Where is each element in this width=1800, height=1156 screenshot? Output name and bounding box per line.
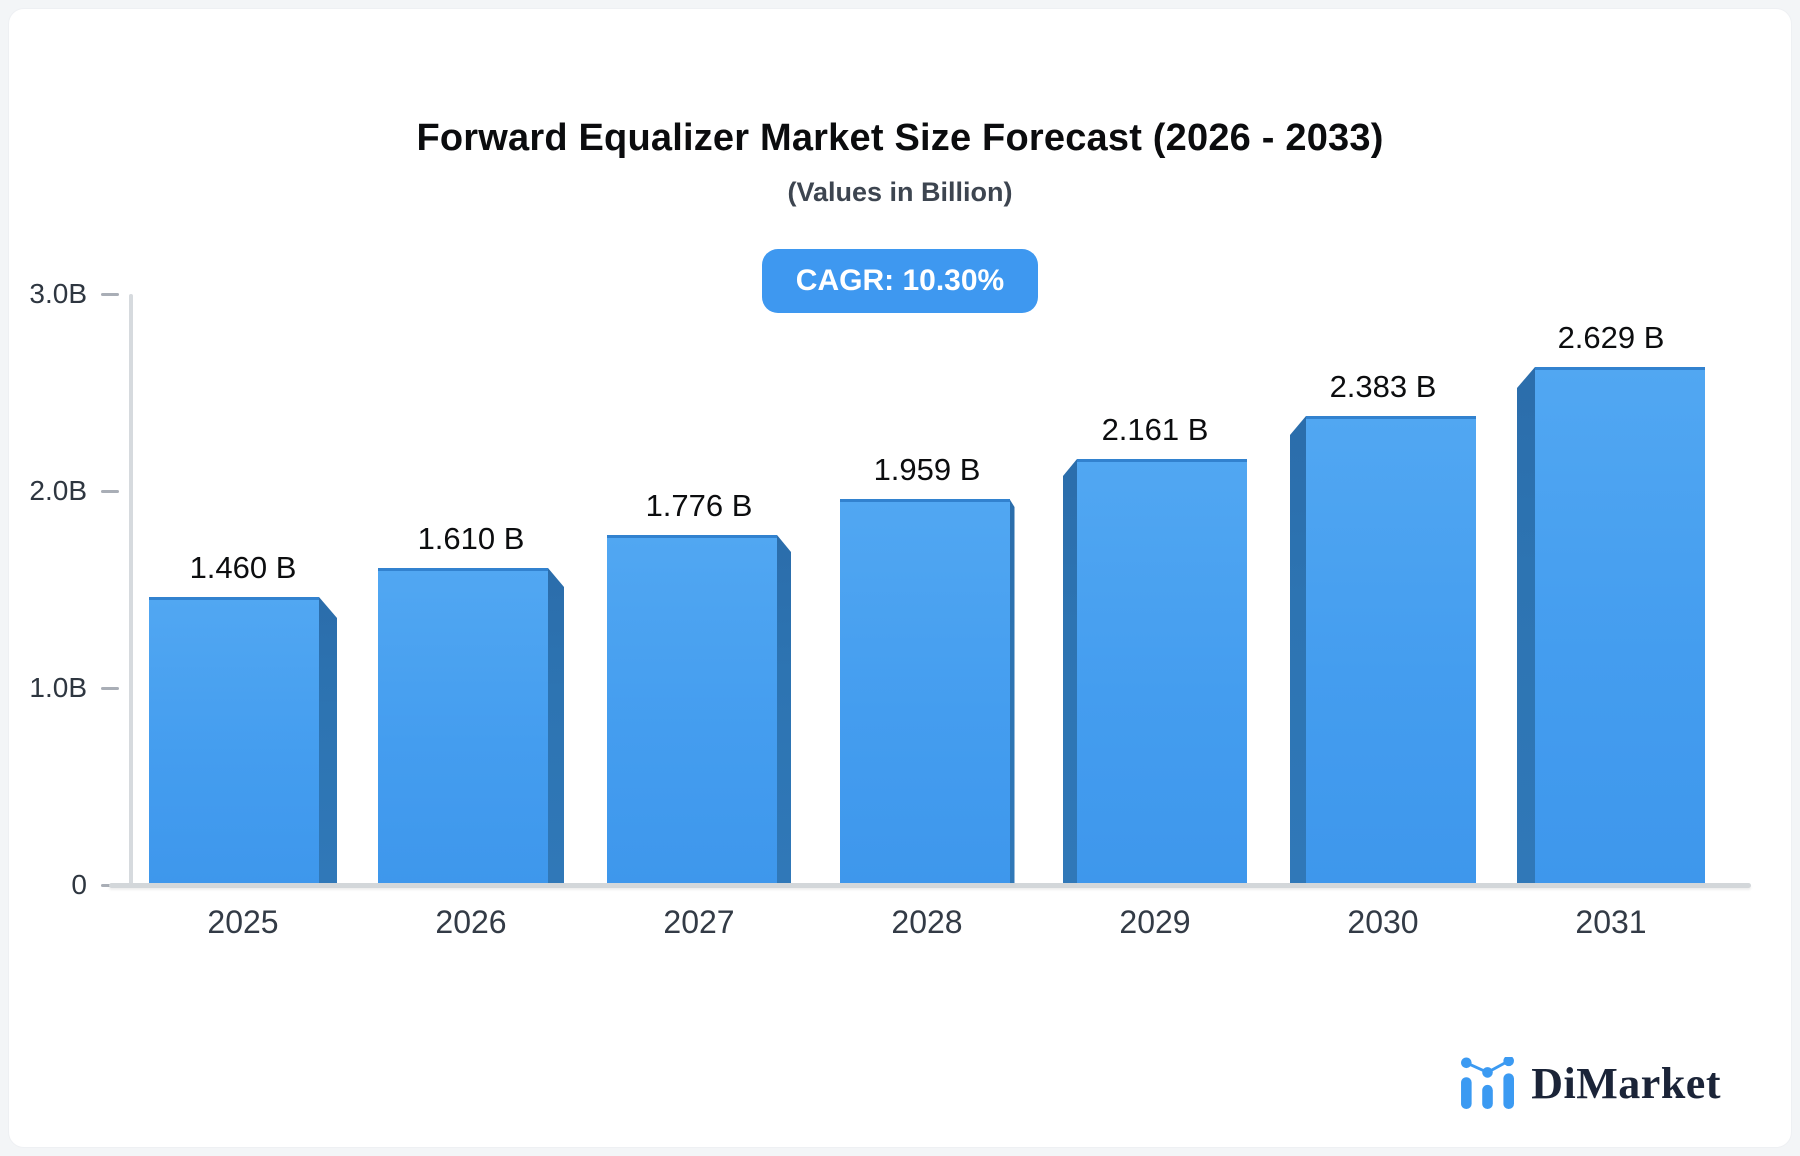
bar-2031 xyxy=(1517,367,1705,885)
y-axis-label: 1.0B xyxy=(29,672,87,703)
bar-slot: 1.610 B 2026 xyxy=(357,294,585,940)
x-axis-label: 2028 xyxy=(891,904,963,940)
chart-card: Forward Equalizer Market Size Forecast (… xyxy=(8,8,1792,1148)
bar-front-face xyxy=(149,597,319,885)
bar-front-face xyxy=(839,499,1010,885)
x-axis-label: 2027 xyxy=(663,904,735,940)
bar-front-face xyxy=(1306,416,1476,885)
cagr-badge: CAGR: 10.30% xyxy=(761,249,1039,313)
y-axis-label: 3.0B xyxy=(29,278,87,309)
bar-value-label: 1.610 B xyxy=(417,521,525,556)
bar-slot: 1.460 B 2025 xyxy=(129,294,357,940)
y-axis-label: 0 xyxy=(71,869,87,900)
bar-2030 xyxy=(1290,416,1476,885)
x-axis-label: 2031 xyxy=(1575,904,1647,940)
bar-3d-side xyxy=(319,597,337,885)
brand-name: DiMarket xyxy=(1531,1058,1721,1108)
brand-logo: DiMarket xyxy=(1459,1057,1721,1109)
bar-2026 xyxy=(378,568,564,885)
y-axis-tick xyxy=(101,490,119,493)
mini-bar-chart-icon xyxy=(1461,1057,1515,1109)
bar-value-label: 2.161 B xyxy=(1101,412,1209,447)
bar-front-face xyxy=(1077,459,1247,885)
bar-slot: 1.959 B 2028 xyxy=(813,294,1041,940)
bar-slot: 1.776 B 2027 xyxy=(585,294,813,940)
bar-3d-side xyxy=(1009,499,1015,885)
bar-front-face xyxy=(607,535,777,885)
bar-2028 xyxy=(839,499,1015,885)
y-axis-line xyxy=(129,294,133,886)
chart-header: Forward Equalizer Market Size Forecast (… xyxy=(9,9,1791,313)
bar-value-label: 1.776 B xyxy=(645,488,753,523)
bar-3d-side xyxy=(1063,459,1077,885)
x-axis-label: 2026 xyxy=(435,904,507,940)
bar-2025 xyxy=(149,597,337,885)
bar-value-label: 1.460 B xyxy=(189,550,297,585)
x-axis-label: 2025 xyxy=(207,904,279,940)
bar-value-label: 2.383 B xyxy=(1329,369,1437,404)
bar-value-label: 2.629 B xyxy=(1557,320,1665,355)
bar-slot: 2.629 B 2031 xyxy=(1497,294,1725,940)
bar-2029 xyxy=(1063,459,1247,885)
bar-value-label: 1.959 B xyxy=(873,452,981,487)
bar-front-face xyxy=(378,568,548,885)
bar-3d-side xyxy=(1517,367,1535,885)
bar-3d-side xyxy=(777,535,791,885)
bar-front-face xyxy=(1535,367,1705,885)
y-axis-tick xyxy=(101,293,119,296)
bars-container: 1.460 B 2025 1.610 B 2026 1.776 B 2027 1.959 B… xyxy=(129,294,1725,940)
chart-title: Forward Equalizer Market Size Forecast (… xyxy=(416,117,1384,159)
x-axis-label: 2030 xyxy=(1347,904,1419,940)
bar-3d-side xyxy=(1290,416,1306,885)
bar-3d-side xyxy=(548,568,564,885)
x-axis-line xyxy=(109,883,1751,888)
plot-area: 3.0B 2.0B 1.0B 0 1.460 B 2025 1.610 B 2026 1.77… xyxy=(9,9,1791,1147)
chart-subtitle: (Values in Billion) xyxy=(787,177,1013,207)
x-axis-label: 2029 xyxy=(1119,904,1191,940)
bar-slot: 2.383 B 2030 xyxy=(1269,294,1497,940)
y-axis-label: 2.0B xyxy=(29,475,87,506)
bar-2027 xyxy=(607,535,791,885)
bar-slot: 2.161 B 2029 xyxy=(1041,294,1269,940)
y-axis-tick xyxy=(101,687,119,690)
